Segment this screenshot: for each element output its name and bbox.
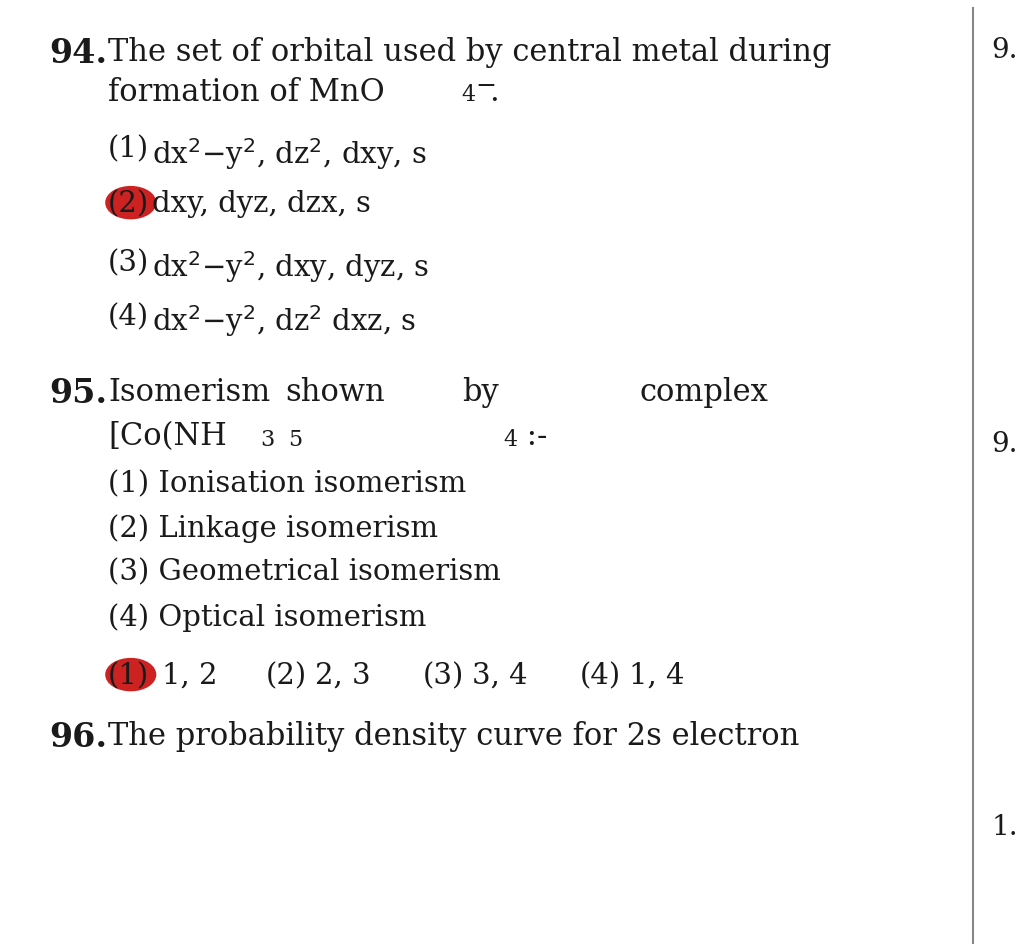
- Text: 1, 4: 1, 4: [630, 661, 685, 689]
- Text: 94.: 94.: [49, 37, 108, 70]
- Text: dx$^{2}$$-$y$^{2}$, dz$^{2}$ dxz, s: dx$^{2}$$-$y$^{2}$, dz$^{2}$ dxz, s: [153, 303, 417, 339]
- Text: (1) Ionisation isomerism: (1) Ionisation isomerism: [109, 469, 466, 498]
- Text: dx$^{2}$$-$y$^{2}$, dz$^{2}$, dxy, s: dx$^{2}$$-$y$^{2}$, dz$^{2}$, dxy, s: [153, 136, 427, 171]
- Ellipse shape: [105, 187, 157, 220]
- Text: (1): (1): [109, 661, 150, 689]
- Text: (1): (1): [109, 136, 150, 164]
- Text: The probability density curve for 2s electron: The probability density curve for 2s ele…: [109, 720, 800, 751]
- Text: Isomerism: Isomerism: [109, 376, 270, 407]
- Text: dxy, dyz, dzx, s: dxy, dyz, dzx, s: [153, 189, 372, 218]
- Text: 1.: 1.: [991, 813, 1018, 841]
- Text: formation of MnO: formation of MnO: [109, 77, 385, 108]
- Text: −: −: [475, 75, 497, 98]
- Text: 5: 5: [288, 428, 302, 450]
- Text: shown: shown: [285, 376, 385, 407]
- Text: 3, 4: 3, 4: [472, 661, 527, 689]
- Text: dx$^{2}$$-$y$^{2}$, dxy, dyz, s: dx$^{2}$$-$y$^{2}$, dxy, dyz, s: [153, 248, 429, 285]
- Text: 4: 4: [462, 84, 476, 106]
- Text: (4): (4): [109, 303, 150, 330]
- Text: (2): (2): [265, 661, 306, 689]
- Text: (3) Geometrical isomerism: (3) Geometrical isomerism: [109, 558, 501, 586]
- Text: by: by: [462, 376, 499, 407]
- Text: (2) Linkage isomerism: (2) Linkage isomerism: [109, 514, 438, 543]
- Text: [Co(NH: [Co(NH: [109, 421, 227, 451]
- Text: 4: 4: [503, 428, 517, 450]
- Text: (3): (3): [423, 661, 464, 689]
- Text: 1, 2: 1, 2: [162, 661, 218, 689]
- Text: The set of orbital used by central metal during: The set of orbital used by central metal…: [109, 37, 831, 69]
- Text: (4): (4): [581, 661, 622, 689]
- Text: (4) Optical isomerism: (4) Optical isomerism: [109, 603, 427, 631]
- Text: 9.: 9.: [991, 430, 1018, 457]
- Text: 2, 3: 2, 3: [314, 661, 371, 689]
- Text: (3): (3): [109, 248, 150, 277]
- Text: .: .: [489, 77, 499, 108]
- Text: complex: complex: [639, 376, 768, 407]
- Text: 96.: 96.: [49, 720, 108, 753]
- Text: :-: :-: [517, 421, 547, 451]
- Ellipse shape: [105, 658, 157, 691]
- Text: 9.: 9.: [991, 37, 1018, 65]
- Text: (2): (2): [109, 189, 150, 218]
- Text: 3: 3: [260, 428, 274, 450]
- Text: 95.: 95.: [49, 376, 108, 409]
